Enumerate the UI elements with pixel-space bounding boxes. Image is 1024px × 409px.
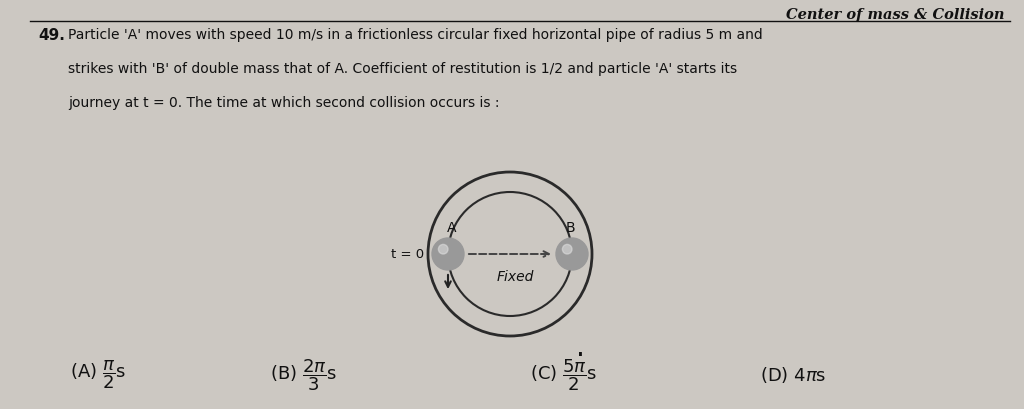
Circle shape xyxy=(556,238,588,270)
Text: (A) $\dfrac{\pi}{2}$s: (A) $\dfrac{\pi}{2}$s xyxy=(70,358,126,390)
Text: strikes with 'B' of double mass that of A. Coefficient of restitution is 1/2 and: strikes with 'B' of double mass that of … xyxy=(68,62,737,76)
Text: (C) $\dfrac{5\pi}{2}$s: (C) $\dfrac{5\pi}{2}$s xyxy=(530,356,597,392)
Circle shape xyxy=(432,238,464,270)
Text: Fixed: Fixed xyxy=(497,270,534,283)
Circle shape xyxy=(562,245,572,254)
Text: t = 0: t = 0 xyxy=(391,248,424,261)
Text: journey at t = 0. The time at which second collision occurs is :: journey at t = 0. The time at which seco… xyxy=(68,96,500,110)
Text: Particle 'A' moves with speed 10 m/s in a frictionless circular fixed horizontal: Particle 'A' moves with speed 10 m/s in … xyxy=(68,28,763,42)
Text: 49.: 49. xyxy=(38,28,65,43)
Text: (D) $4\pi$s: (D) $4\pi$s xyxy=(760,364,826,384)
Text: (B) $\dfrac{2\pi}{3}$s: (B) $\dfrac{2\pi}{3}$s xyxy=(270,356,337,392)
Text: B: B xyxy=(565,220,574,234)
Text: A: A xyxy=(447,220,457,234)
Circle shape xyxy=(438,245,449,254)
Text: Center of mass & Collision: Center of mass & Collision xyxy=(786,8,1005,22)
Text: .: . xyxy=(575,333,585,361)
